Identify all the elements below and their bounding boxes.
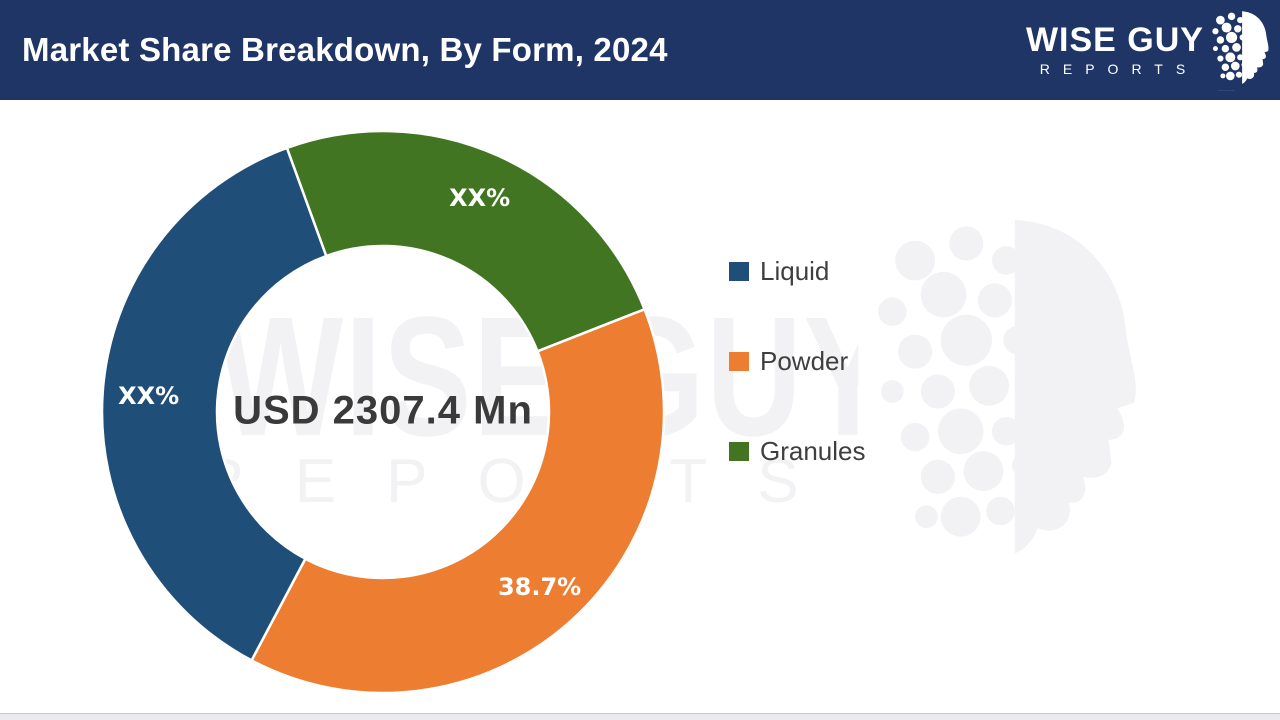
donut-chart-svg: XX% 38.7% XX%: [100, 129, 666, 695]
logo-head-icon: [1208, 10, 1270, 91]
watermark-reports: REPORTS: [200, 447, 849, 516]
legend-label-powder: Powder: [760, 345, 849, 376]
segment-label-powder: 38.7%: [498, 573, 581, 601]
legend-label-liquid: Liquid: [760, 255, 830, 286]
donut-segment-granules: [285, 129, 647, 353]
legend-swatch-granules: [729, 441, 749, 461]
legend: Liquid Powder Granules: [729, 256, 866, 526]
legend-item-liquid: Liquid: [729, 256, 866, 286]
donut-segment-powder: [249, 307, 666, 695]
donut-segment-liquid: [100, 146, 328, 663]
watermark-head-icon: [858, 215, 1143, 585]
footer-strip: [0, 713, 1280, 720]
center-value-label: USD 2307.4 Mn: [233, 388, 533, 433]
segment-label-granules: XX%: [449, 184, 510, 212]
logo-wordmark: WISE GUY: [1025, 20, 1204, 59]
segment-label-liquid: XX%: [118, 382, 179, 410]
legend-label-granules: Granules: [760, 435, 866, 466]
header-bar: Market Share Breakdown, By Form, 2024: [0, 0, 1280, 100]
logo-reports: REPORTS: [1039, 61, 1199, 78]
legend-swatch-powder: [729, 351, 749, 371]
legend-swatch-liquid: [729, 261, 749, 281]
logo-text: WISE GUY REPORTS: [1025, 20, 1204, 78]
legend-item-granules: Granules: [729, 436, 866, 466]
page-title: Market Share Breakdown, By Form, 2024: [22, 31, 668, 68]
legend-item-powder: Powder: [729, 346, 866, 376]
wiseguy-logo: WISE GUY REPORTS: [1026, 0, 1270, 100]
